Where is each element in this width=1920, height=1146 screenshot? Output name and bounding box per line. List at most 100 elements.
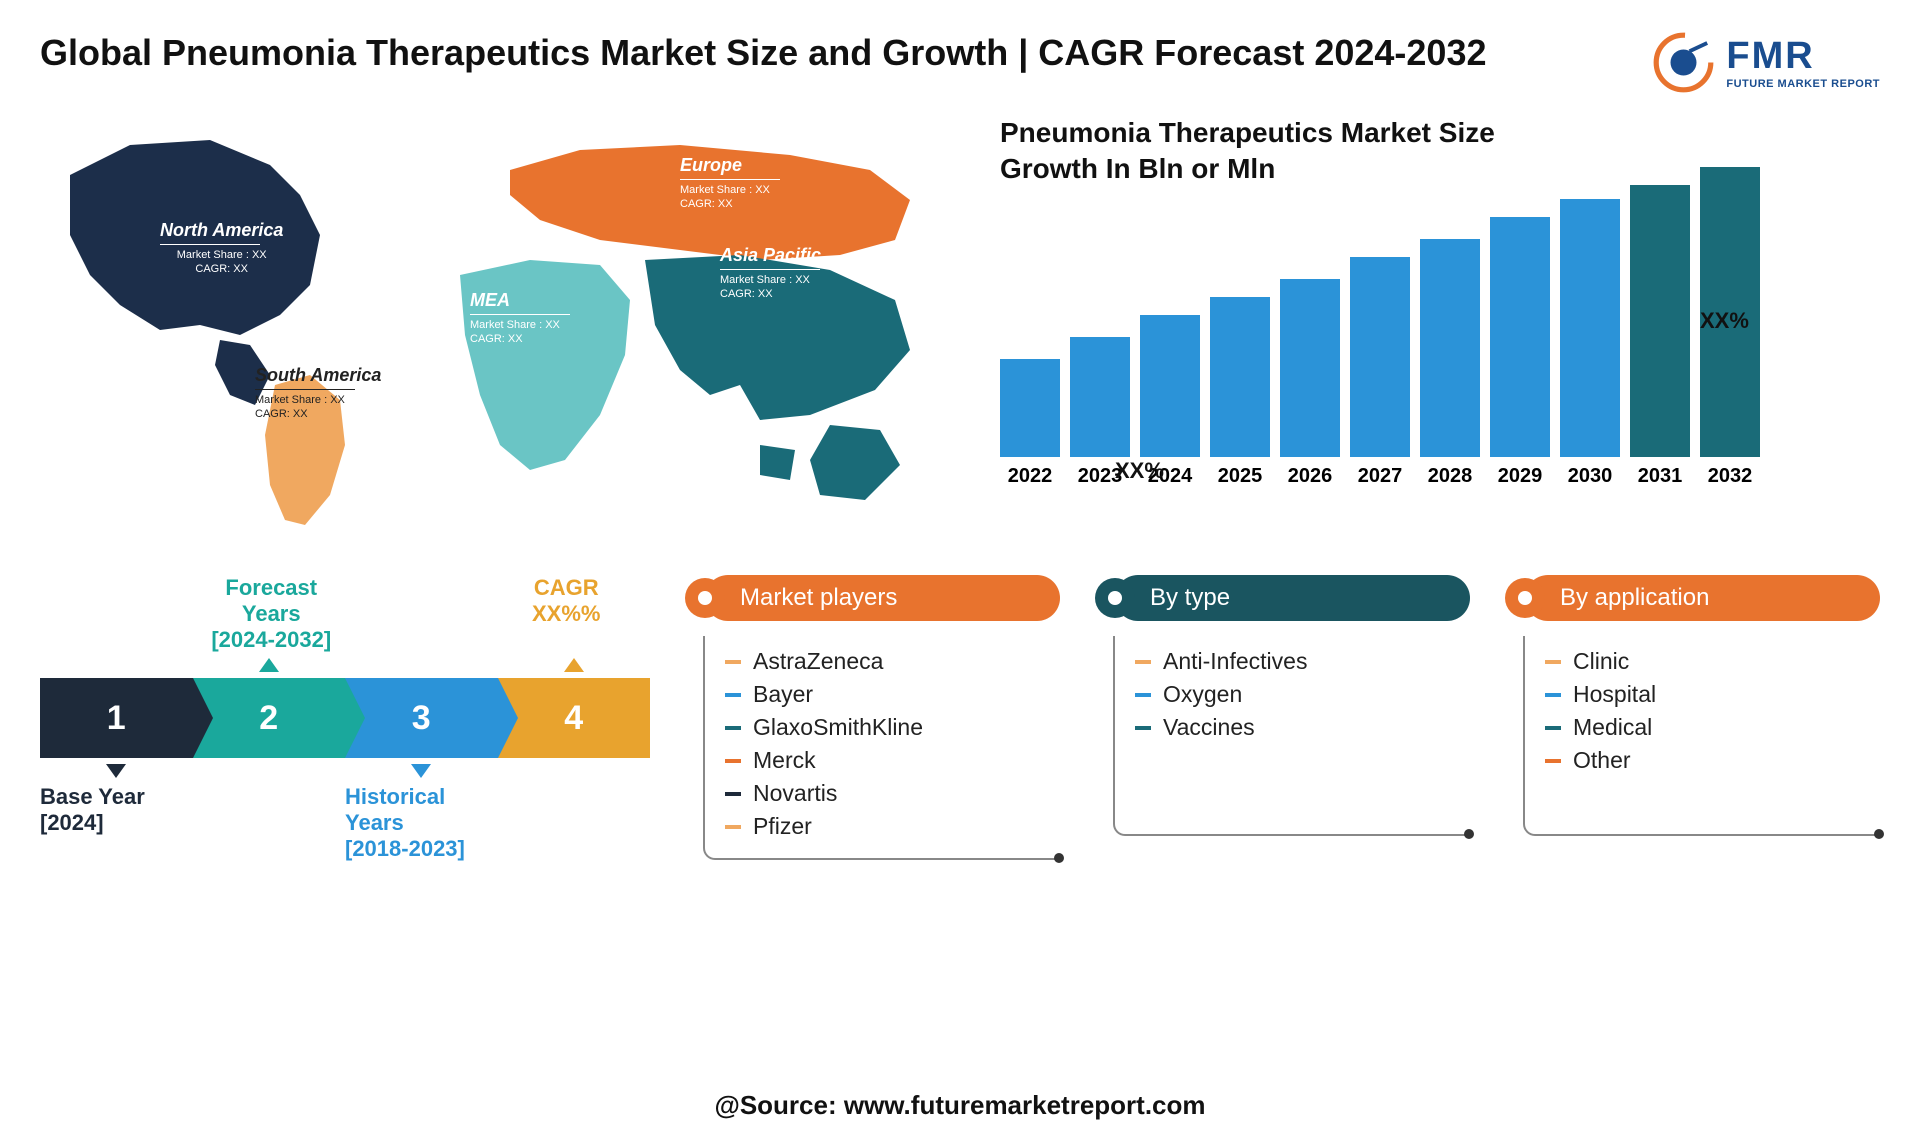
region-label: North AmericaMarket Share : XXCAGR: XX	[160, 220, 283, 277]
bar-item: 2029	[1490, 217, 1550, 488]
chart-title: Pneumonia Therapeutics Market Size Growt…	[1000, 115, 1500, 188]
bar-label: 2028	[1428, 465, 1473, 488]
bar-label: 2029	[1498, 465, 1543, 488]
tick-icon	[725, 660, 741, 664]
tick-icon	[1135, 693, 1151, 697]
timeline-cagr-label: CAGR XX%%	[493, 575, 641, 653]
category-item-label: Merck	[753, 747, 816, 774]
timeline-segment: 4	[498, 678, 651, 758]
arrow-icon	[564, 658, 584, 672]
region-label: MEAMarket Share : XXCAGR: XX	[470, 290, 570, 347]
page-title: Global Pneumonia Therapeutics Market Siz…	[40, 30, 1487, 77]
timeline-historical-label: Historical Years [2018-2023]	[345, 784, 498, 862]
category-header: Market players	[705, 575, 1060, 621]
region-label: South AmericaMarket Share : XXCAGR: XX	[255, 365, 381, 422]
timeline-segment: 1	[40, 678, 193, 758]
category-dot-icon	[1505, 578, 1545, 618]
bar	[1000, 359, 1060, 457]
category-item: Merck	[725, 747, 1060, 774]
category-box: By application Clinic Hospital Medical Other	[1505, 575, 1880, 860]
category-box: By type Anti-Infectives Oxygen Vaccines	[1095, 575, 1470, 860]
category-item-label: Medical	[1573, 714, 1652, 741]
bar-item: 2027	[1350, 257, 1410, 488]
bar-item: 2028	[1420, 239, 1480, 488]
category-item-label: AstraZeneca	[753, 648, 883, 675]
bar-label: 2031	[1638, 465, 1683, 488]
timeline: Forecast Years [2024-2032] CAGR XX%% 123…	[40, 575, 650, 862]
category-item: Oxygen	[1135, 681, 1470, 708]
timeline-segment: 2	[193, 678, 346, 758]
tick-icon	[1135, 660, 1151, 664]
bar-label: 2030	[1568, 465, 1613, 488]
tick-icon	[1545, 726, 1561, 730]
tick-icon	[1135, 726, 1151, 730]
world-map: North AmericaMarket Share : XXCAGR: XX So…	[40, 115, 960, 535]
bar-item: 2026	[1280, 279, 1340, 488]
tick-icon	[1545, 759, 1561, 763]
bar-label: 2022	[1008, 465, 1053, 488]
tick-icon	[725, 825, 741, 829]
category-item: Hospital	[1545, 681, 1880, 708]
bar-chart: 2022202320242025202620272028202920302031…	[1000, 198, 1880, 488]
category-header: By application	[1525, 575, 1880, 621]
bar-label: 2027	[1358, 465, 1403, 488]
category-dot-icon	[1095, 578, 1135, 618]
category-item-label: Pfizer	[753, 813, 812, 840]
bar	[1140, 315, 1200, 457]
bar-item: 2031	[1630, 185, 1690, 488]
category-item: Vaccines	[1135, 714, 1470, 741]
logo: FMR FUTURE MARKET REPORT	[1651, 30, 1880, 95]
category-item: Clinic	[1545, 648, 1880, 675]
category-item-label: Clinic	[1573, 648, 1629, 675]
bar-item: 2025	[1210, 297, 1270, 488]
category-item: Anti-Infectives	[1135, 648, 1470, 675]
bar	[1070, 337, 1130, 457]
region-label: Asia PacificMarket Share : XXCAGR: XX	[720, 245, 821, 302]
chart-annotation: XX%	[1115, 458, 1164, 484]
bar-label: 2026	[1288, 465, 1333, 488]
category-item-label: Anti-Infectives	[1163, 648, 1307, 675]
category-header: By type	[1115, 575, 1470, 621]
tick-icon	[725, 693, 741, 697]
category-item-label: Vaccines	[1163, 714, 1255, 741]
category-item-label: Hospital	[1573, 681, 1656, 708]
category-item: Novartis	[725, 780, 1060, 807]
timeline-forecast-label: Forecast Years [2024-2032]	[198, 575, 346, 653]
logo-icon	[1651, 30, 1716, 95]
category-dot-icon	[685, 578, 725, 618]
tick-icon	[1545, 693, 1561, 697]
tick-icon	[1545, 660, 1561, 664]
bar-label: 2025	[1218, 465, 1263, 488]
category-item: Other	[1545, 747, 1880, 774]
tick-icon	[725, 726, 741, 730]
arrow-icon	[411, 764, 431, 778]
tick-icon	[725, 792, 741, 796]
category-box: Market players AstraZeneca Bayer GlaxoSmith…	[685, 575, 1060, 860]
category-item-label: Other	[1573, 747, 1631, 774]
category-item: Bayer	[725, 681, 1060, 708]
arrow-icon	[259, 658, 279, 672]
category-item-label: GlaxoSmithKline	[753, 714, 923, 741]
logo-fmr-text: FMR	[1726, 35, 1880, 78]
chart-annotation: XX%	[1700, 308, 1749, 334]
tick-icon	[725, 759, 741, 763]
arrow-icon	[106, 764, 126, 778]
category-item-label: Oxygen	[1163, 681, 1242, 708]
bar	[1350, 257, 1410, 457]
bar	[1560, 199, 1620, 457]
bar	[1630, 185, 1690, 457]
region-label: EuropeMarket Share : XXCAGR: XX	[680, 155, 780, 212]
timeline-base-label: Base Year [2024]	[40, 784, 193, 862]
category-item-label: Bayer	[753, 681, 813, 708]
category-item: AstraZeneca	[725, 648, 1060, 675]
category-item: Medical	[1545, 714, 1880, 741]
logo-sub-text: FUTURE MARKET REPORT	[1726, 78, 1880, 90]
category-item-label: Novartis	[753, 780, 837, 807]
bar-label: 2032	[1708, 465, 1753, 488]
bar	[1210, 297, 1270, 457]
bar-item: 2022	[1000, 359, 1060, 488]
bar	[1280, 279, 1340, 457]
source-text: @Source: www.futuremarketreport.com	[714, 1090, 1205, 1121]
bar-item: 2030	[1560, 199, 1620, 488]
bar-chart-section: Pneumonia Therapeutics Market Size Growt…	[1000, 115, 1880, 488]
